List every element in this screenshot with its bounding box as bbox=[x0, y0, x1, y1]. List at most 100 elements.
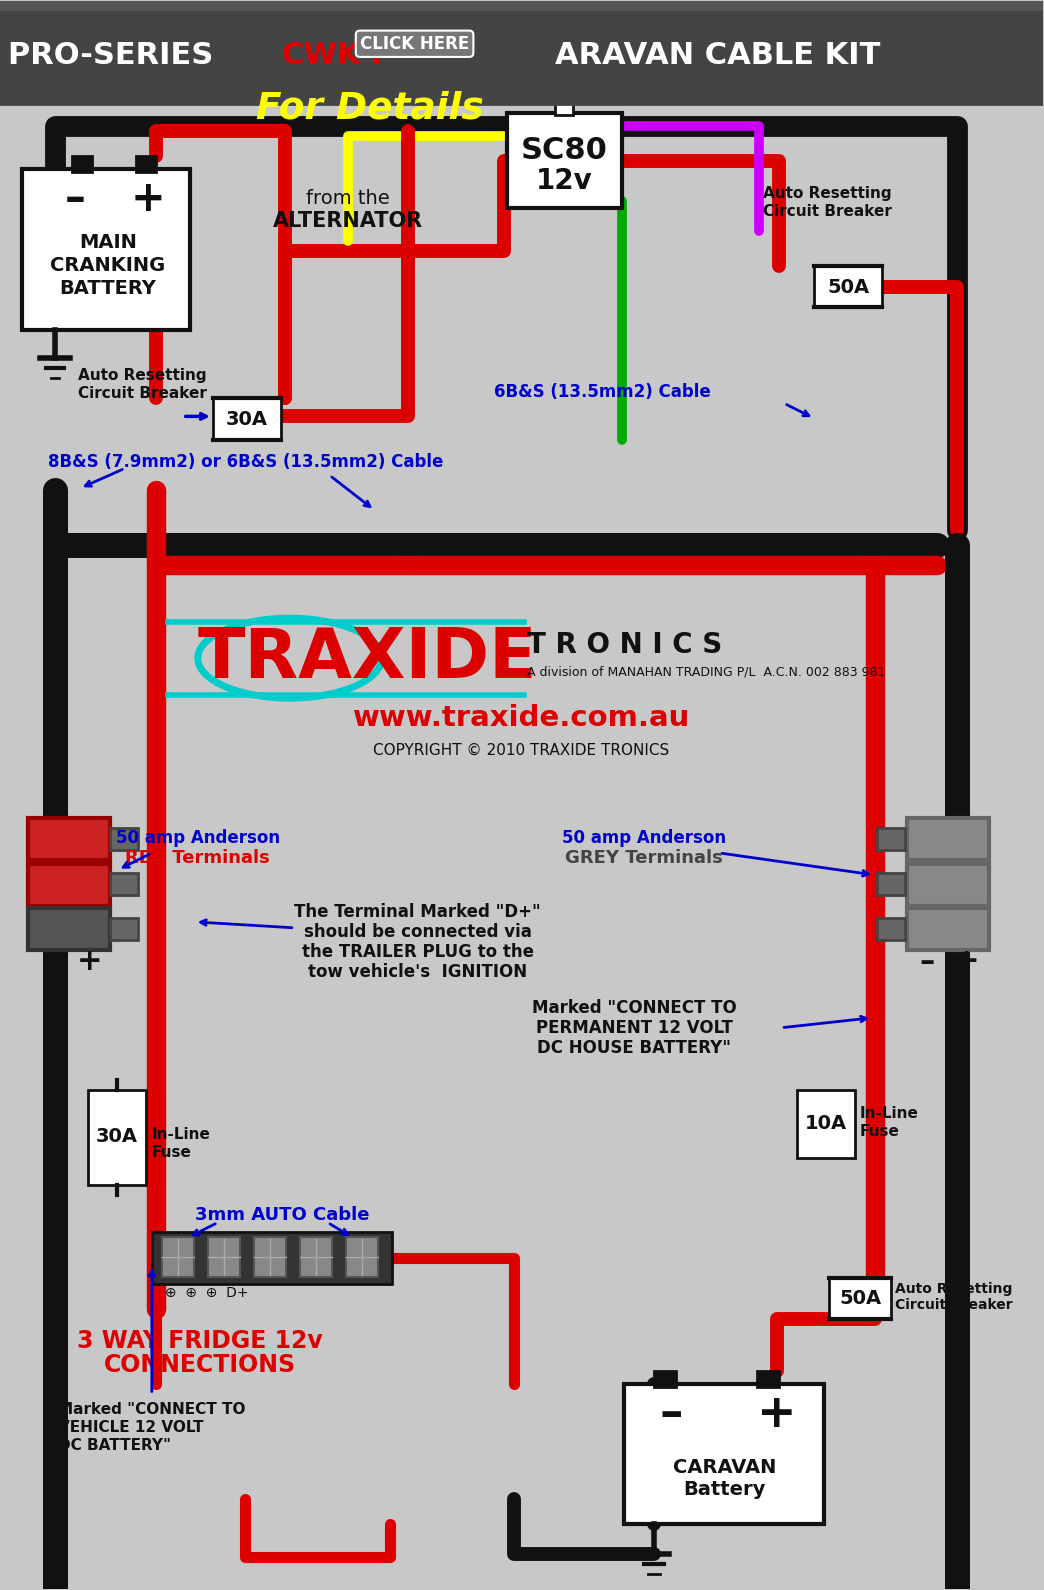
FancyBboxPatch shape bbox=[300, 1237, 332, 1277]
Text: TRAXIDE: TRAXIDE bbox=[541, 1393, 718, 1485]
FancyBboxPatch shape bbox=[22, 169, 190, 331]
Text: Marked "CONNECT TO: Marked "CONNECT TO bbox=[532, 999, 737, 1016]
Text: GREY Terminals: GREY Terminals bbox=[566, 849, 723, 867]
Text: Fuse: Fuse bbox=[151, 1145, 192, 1161]
FancyBboxPatch shape bbox=[151, 1232, 392, 1283]
FancyBboxPatch shape bbox=[28, 863, 110, 906]
Text: should be connected via: should be connected via bbox=[304, 922, 531, 941]
Text: T R O N I C S: T R O N I C S bbox=[527, 631, 722, 660]
Text: DC HOUSE BATTERY": DC HOUSE BATTERY" bbox=[538, 1038, 732, 1057]
Text: TRAXIDE: TRAXIDE bbox=[790, 553, 968, 647]
Text: 50A: 50A bbox=[827, 278, 870, 297]
Text: –: – bbox=[43, 948, 57, 976]
FancyBboxPatch shape bbox=[254, 1237, 286, 1277]
Text: CONNECTIONS: CONNECTIONS bbox=[103, 1353, 295, 1377]
Text: SC80: SC80 bbox=[521, 137, 608, 165]
Text: www.traxide.com.au: www.traxide.com.au bbox=[353, 704, 690, 731]
FancyBboxPatch shape bbox=[0, 100, 1043, 550]
FancyBboxPatch shape bbox=[110, 873, 138, 895]
Text: TRAXIDE: TRAXIDE bbox=[291, 763, 469, 855]
Text: +: + bbox=[77, 948, 102, 976]
Text: 3 WAY FRIDGE 12v: 3 WAY FRIDGE 12v bbox=[77, 1329, 323, 1353]
FancyBboxPatch shape bbox=[907, 908, 989, 949]
FancyBboxPatch shape bbox=[346, 1237, 378, 1277]
Text: 3mm AUTO Cable: 3mm AUTO Cable bbox=[195, 1205, 370, 1224]
Text: 8B&S (7.9mm2) or 6B&S (13.5mm2) Cable: 8B&S (7.9mm2) or 6B&S (13.5mm2) Cable bbox=[48, 453, 444, 471]
FancyBboxPatch shape bbox=[877, 917, 905, 940]
FancyBboxPatch shape bbox=[88, 1089, 146, 1185]
Text: Fuse: Fuse bbox=[859, 1124, 899, 1138]
Text: VEHICLE 12 VOLT: VEHICLE 12 VOLT bbox=[57, 1420, 204, 1434]
Text: In-Line: In-Line bbox=[151, 1127, 211, 1142]
FancyBboxPatch shape bbox=[162, 1237, 194, 1277]
Text: ARAVAN CABLE KIT: ARAVAN CABLE KIT bbox=[555, 41, 881, 70]
Text: 50 amp Anderson: 50 amp Anderson bbox=[116, 828, 280, 847]
Text: Circuit Breaker: Circuit Breaker bbox=[895, 1299, 1013, 1312]
Text: TRAXIDE: TRAXIDE bbox=[41, 135, 218, 227]
Text: In-Line: In-Line bbox=[859, 1107, 918, 1121]
Text: –: – bbox=[660, 1391, 683, 1437]
Text: 50 amp Anderson: 50 amp Anderson bbox=[563, 828, 727, 847]
Text: TRAXIDE: TRAXIDE bbox=[41, 553, 218, 647]
Text: TRAXIDE: TRAXIDE bbox=[41, 973, 218, 1065]
Text: Auto Resetting: Auto Resetting bbox=[78, 367, 207, 383]
Text: from the: from the bbox=[306, 189, 389, 208]
Text: TRAXIDE: TRAXIDE bbox=[41, 1393, 218, 1485]
Text: +: + bbox=[757, 1391, 797, 1437]
Text: Circuit Breaker: Circuit Breaker bbox=[763, 204, 892, 219]
Text: 10A: 10A bbox=[805, 1115, 848, 1134]
FancyBboxPatch shape bbox=[72, 156, 92, 172]
FancyBboxPatch shape bbox=[877, 828, 905, 851]
Text: TRAXIDE: TRAXIDE bbox=[541, 343, 718, 437]
Text: MAIN: MAIN bbox=[79, 234, 137, 253]
Text: TRAXIDE: TRAXIDE bbox=[790, 1393, 968, 1485]
FancyBboxPatch shape bbox=[814, 266, 882, 307]
Text: BATTERY: BATTERY bbox=[60, 278, 157, 297]
Text: TRAXIDE: TRAXIDE bbox=[41, 1183, 218, 1275]
FancyBboxPatch shape bbox=[507, 113, 622, 208]
FancyBboxPatch shape bbox=[136, 156, 156, 172]
Text: RED Terminals: RED Terminals bbox=[125, 849, 270, 867]
Text: tow vehicle's  IGNITION: tow vehicle's IGNITION bbox=[308, 964, 527, 981]
Text: CLICK HERE: CLICK HERE bbox=[360, 35, 469, 52]
Text: TRAXIDE: TRAXIDE bbox=[291, 973, 469, 1065]
Text: TRAXIDE: TRAXIDE bbox=[197, 625, 538, 692]
Text: TRAXIDE: TRAXIDE bbox=[541, 973, 718, 1065]
Text: ALTERNATOR: ALTERNATOR bbox=[272, 210, 423, 231]
FancyBboxPatch shape bbox=[907, 817, 989, 860]
Text: +: + bbox=[954, 948, 980, 976]
Text: PERMANENT 12 VOLT: PERMANENT 12 VOLT bbox=[536, 1019, 733, 1037]
Text: COPYRIGHT © 2010 TRAXIDE TRONICS: COPYRIGHT © 2010 TRAXIDE TRONICS bbox=[374, 743, 669, 757]
FancyBboxPatch shape bbox=[624, 1385, 824, 1525]
FancyBboxPatch shape bbox=[0, 541, 1043, 781]
FancyBboxPatch shape bbox=[28, 817, 110, 860]
Text: Marked "CONNECT TO: Marked "CONNECT TO bbox=[57, 1402, 245, 1417]
Text: TRAXIDE: TRAXIDE bbox=[790, 763, 968, 855]
Text: TRAXIDE: TRAXIDE bbox=[291, 135, 469, 227]
Text: PRO-SERIES: PRO-SERIES bbox=[8, 41, 223, 70]
Text: TRAXIDE: TRAXIDE bbox=[541, 1183, 718, 1275]
Text: TRAXIDE: TRAXIDE bbox=[790, 135, 968, 227]
FancyBboxPatch shape bbox=[28, 908, 110, 949]
Text: TRAXIDE: TRAXIDE bbox=[790, 343, 968, 437]
FancyBboxPatch shape bbox=[877, 873, 905, 895]
FancyBboxPatch shape bbox=[213, 399, 281, 440]
Text: TRAXIDE: TRAXIDE bbox=[790, 973, 968, 1065]
Text: Battery: Battery bbox=[683, 1480, 765, 1499]
Text: Auto Resetting: Auto Resetting bbox=[763, 186, 892, 200]
Text: –: – bbox=[65, 178, 86, 219]
FancyBboxPatch shape bbox=[907, 863, 989, 906]
Text: Auto Resetting: Auto Resetting bbox=[895, 1283, 1013, 1296]
FancyBboxPatch shape bbox=[208, 1237, 240, 1277]
Text: The Terminal Marked "D+": The Terminal Marked "D+" bbox=[294, 903, 541, 921]
Text: Circuit Breaker: Circuit Breaker bbox=[78, 386, 207, 401]
FancyBboxPatch shape bbox=[757, 1372, 779, 1388]
FancyBboxPatch shape bbox=[110, 917, 138, 940]
Text: 30A: 30A bbox=[96, 1127, 138, 1146]
Text: TRAXIDE: TRAXIDE bbox=[41, 763, 218, 855]
FancyBboxPatch shape bbox=[798, 1089, 855, 1158]
Text: 6B&S (13.5mm2) Cable: 6B&S (13.5mm2) Cable bbox=[495, 383, 711, 401]
Text: TRAXIDE: TRAXIDE bbox=[541, 763, 718, 855]
Text: TRAXIDE: TRAXIDE bbox=[41, 343, 218, 437]
Text: 12v: 12v bbox=[536, 167, 593, 194]
